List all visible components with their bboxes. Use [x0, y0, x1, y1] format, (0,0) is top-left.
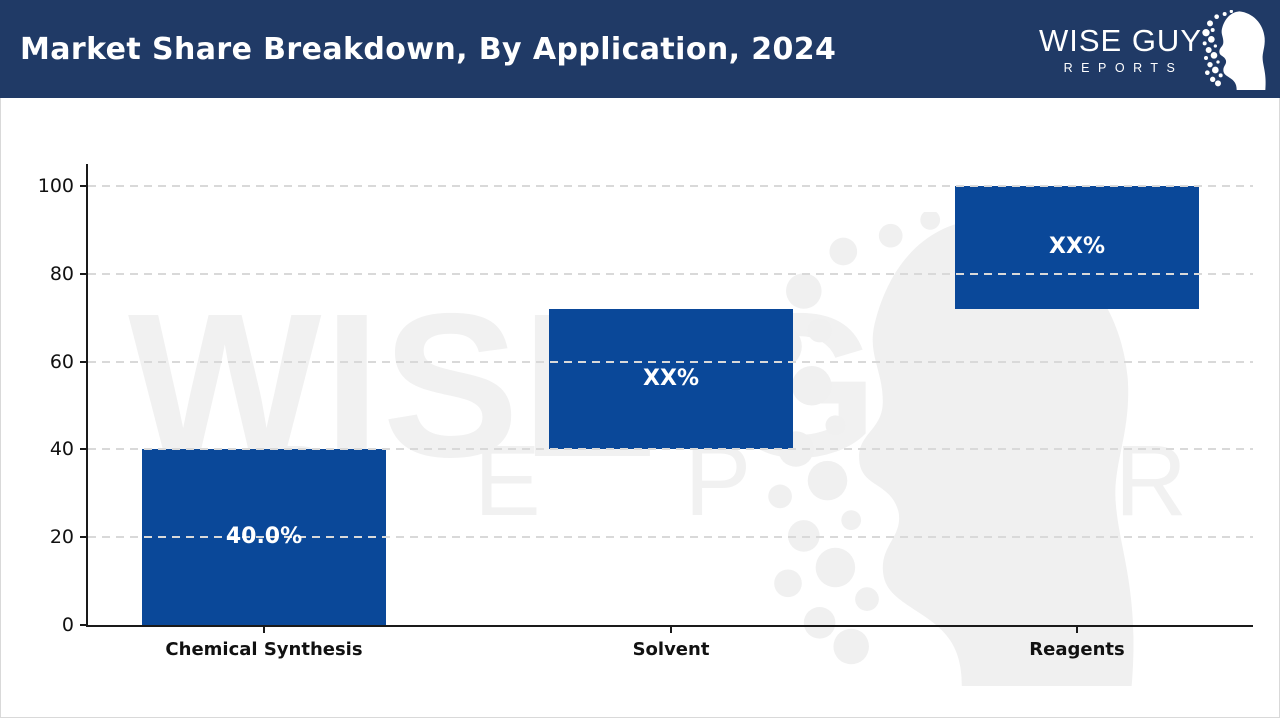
header: Market Share Breakdown, By Application, … — [0, 0, 1280, 98]
y-tick-label-0: 0 — [61, 614, 74, 636]
x-category-label-chemical-synthesis: Chemical Synthesis — [165, 639, 363, 660]
x-tick-mark-reagents — [1076, 627, 1078, 633]
gridline-20 — [88, 536, 1253, 539]
x-axis-line — [86, 625, 1253, 627]
bar-value-label-solvent: XX% — [643, 366, 699, 392]
x-tick-mark-chemical-synthesis — [263, 627, 265, 633]
y-tick-label-40: 40 — [49, 438, 74, 461]
logo-text-block: WISE GUY REPORTS — [1039, 25, 1202, 75]
x-category-label-reagents: Reagents — [1029, 639, 1125, 660]
y-tick-mark-100 — [80, 185, 86, 187]
y-tick-mark-0 — [80, 624, 86, 626]
bar-solvent — [549, 308, 793, 450]
y-tick-mark-20 — [80, 536, 86, 539]
y-tick-label-100: 100 — [37, 175, 74, 197]
x-category-label-solvent: Solvent — [632, 639, 710, 660]
page-title: Market Share Breakdown, By Application, … — [20, 31, 837, 67]
logo-head-icon — [1202, 10, 1266, 90]
bar-value-label-chemical-synthesis: 40.0% — [225, 524, 303, 550]
y-tick-mark-40 — [80, 448, 86, 451]
y-axis-line — [86, 164, 88, 627]
logo-subtext: REPORTS — [1063, 60, 1184, 75]
y-tick-label-60: 60 — [49, 350, 74, 373]
y-tick-mark-60 — [80, 360, 86, 363]
bar-value-label-reagents: XX% — [1049, 234, 1105, 260]
x-tick-mark-solvent — [670, 627, 672, 633]
wise-guy-logo: WISE GUY REPORTS — [1039, 9, 1268, 91]
gridline-100 — [88, 185, 1253, 187]
logo-wordmark: WISE GUY — [1038, 23, 1202, 59]
y-tick-mark-80 — [80, 272, 86, 275]
gridline-80 — [88, 272, 1253, 275]
gridline-40 — [88, 448, 1253, 451]
bar-reagents — [955, 186, 1199, 309]
y-tick-label-80: 80 — [49, 262, 74, 285]
gridline-60 — [88, 360, 1253, 363]
y-tick-label-20: 20 — [49, 526, 74, 549]
